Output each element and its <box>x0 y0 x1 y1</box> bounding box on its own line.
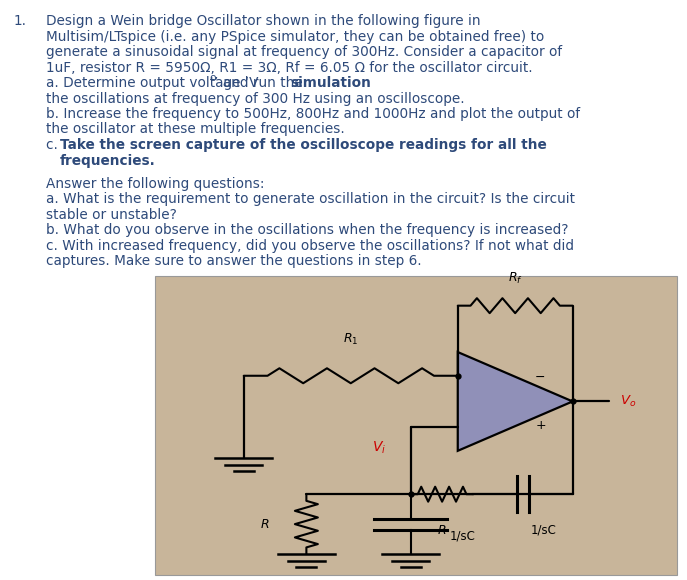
Text: generate a sinusoidal signal at frequency of 300Hz. Consider a capacitor of: generate a sinusoidal signal at frequenc… <box>46 45 562 59</box>
Text: a. Determine output voltage ‘V: a. Determine output voltage ‘V <box>46 76 258 90</box>
Text: b. Increase the frequency to 500Hz, 800Hz and 1000Hz and plot the output of: b. Increase the frequency to 500Hz, 800H… <box>46 107 580 121</box>
Text: 1uF, resistor R = 5950Ω, R1 = 3Ω, Rf = 6.05 Ω for the oscillator circuit.: 1uF, resistor R = 5950Ω, R1 = 3Ω, Rf = 6… <box>46 60 532 74</box>
Text: Design a Wein bridge Oscillator shown in the following figure in: Design a Wein bridge Oscillator shown in… <box>46 14 481 28</box>
Text: a. What is the requirement to generate oscillation in the circuit? Is the circui: a. What is the requirement to generate o… <box>46 192 575 206</box>
Text: −: − <box>535 371 545 384</box>
Polygon shape <box>458 352 572 451</box>
Text: 1.: 1. <box>14 14 27 28</box>
Text: +: + <box>535 419 545 432</box>
Text: Take the screen capture of the oscilloscope readings for all the: Take the screen capture of the oscillosc… <box>60 138 547 152</box>
Text: b. What do you observe in the oscillations when the frequency is increased?: b. What do you observe in the oscillatio… <box>46 223 569 237</box>
Text: $R_1$: $R_1$ <box>343 332 359 347</box>
Text: $V_o$: $V_o$ <box>620 394 636 409</box>
Text: the oscillator at these multiple frequencies.: the oscillator at these multiple frequen… <box>46 122 345 136</box>
Text: c.: c. <box>46 138 63 152</box>
Text: $V_i$: $V_i$ <box>372 440 387 456</box>
Text: 1/sC: 1/sC <box>531 524 557 536</box>
Text: 1/sC: 1/sC <box>450 530 476 543</box>
Text: captures. Make sure to answer the questions in step 6.: captures. Make sure to answer the questi… <box>46 254 422 268</box>
Text: o: o <box>210 73 216 83</box>
Text: Answer the following questions:: Answer the following questions: <box>46 177 264 191</box>
Text: stable or unstable?: stable or unstable? <box>46 208 177 222</box>
Text: c. With increased frequency, did you observe the oscillations? If not what did: c. With increased frequency, did you obs… <box>46 239 574 253</box>
Bar <box>155 276 677 575</box>
Text: ’ and run the: ’ and run the <box>214 76 307 90</box>
Text: $R_f$: $R_f$ <box>508 271 523 287</box>
Text: the oscillations at frequency of 300 Hz using an oscilloscope.: the oscillations at frequency of 300 Hz … <box>46 92 464 106</box>
Text: $R$: $R$ <box>260 517 269 531</box>
Text: frequencies.: frequencies. <box>60 154 156 168</box>
Text: simulation: simulation <box>291 76 371 90</box>
Text: Multisim/LTspice (i.e. any PSpice simulator, they can be obtained free) to: Multisim/LTspice (i.e. any PSpice simula… <box>46 30 544 44</box>
Text: $R$: $R$ <box>438 524 447 536</box>
